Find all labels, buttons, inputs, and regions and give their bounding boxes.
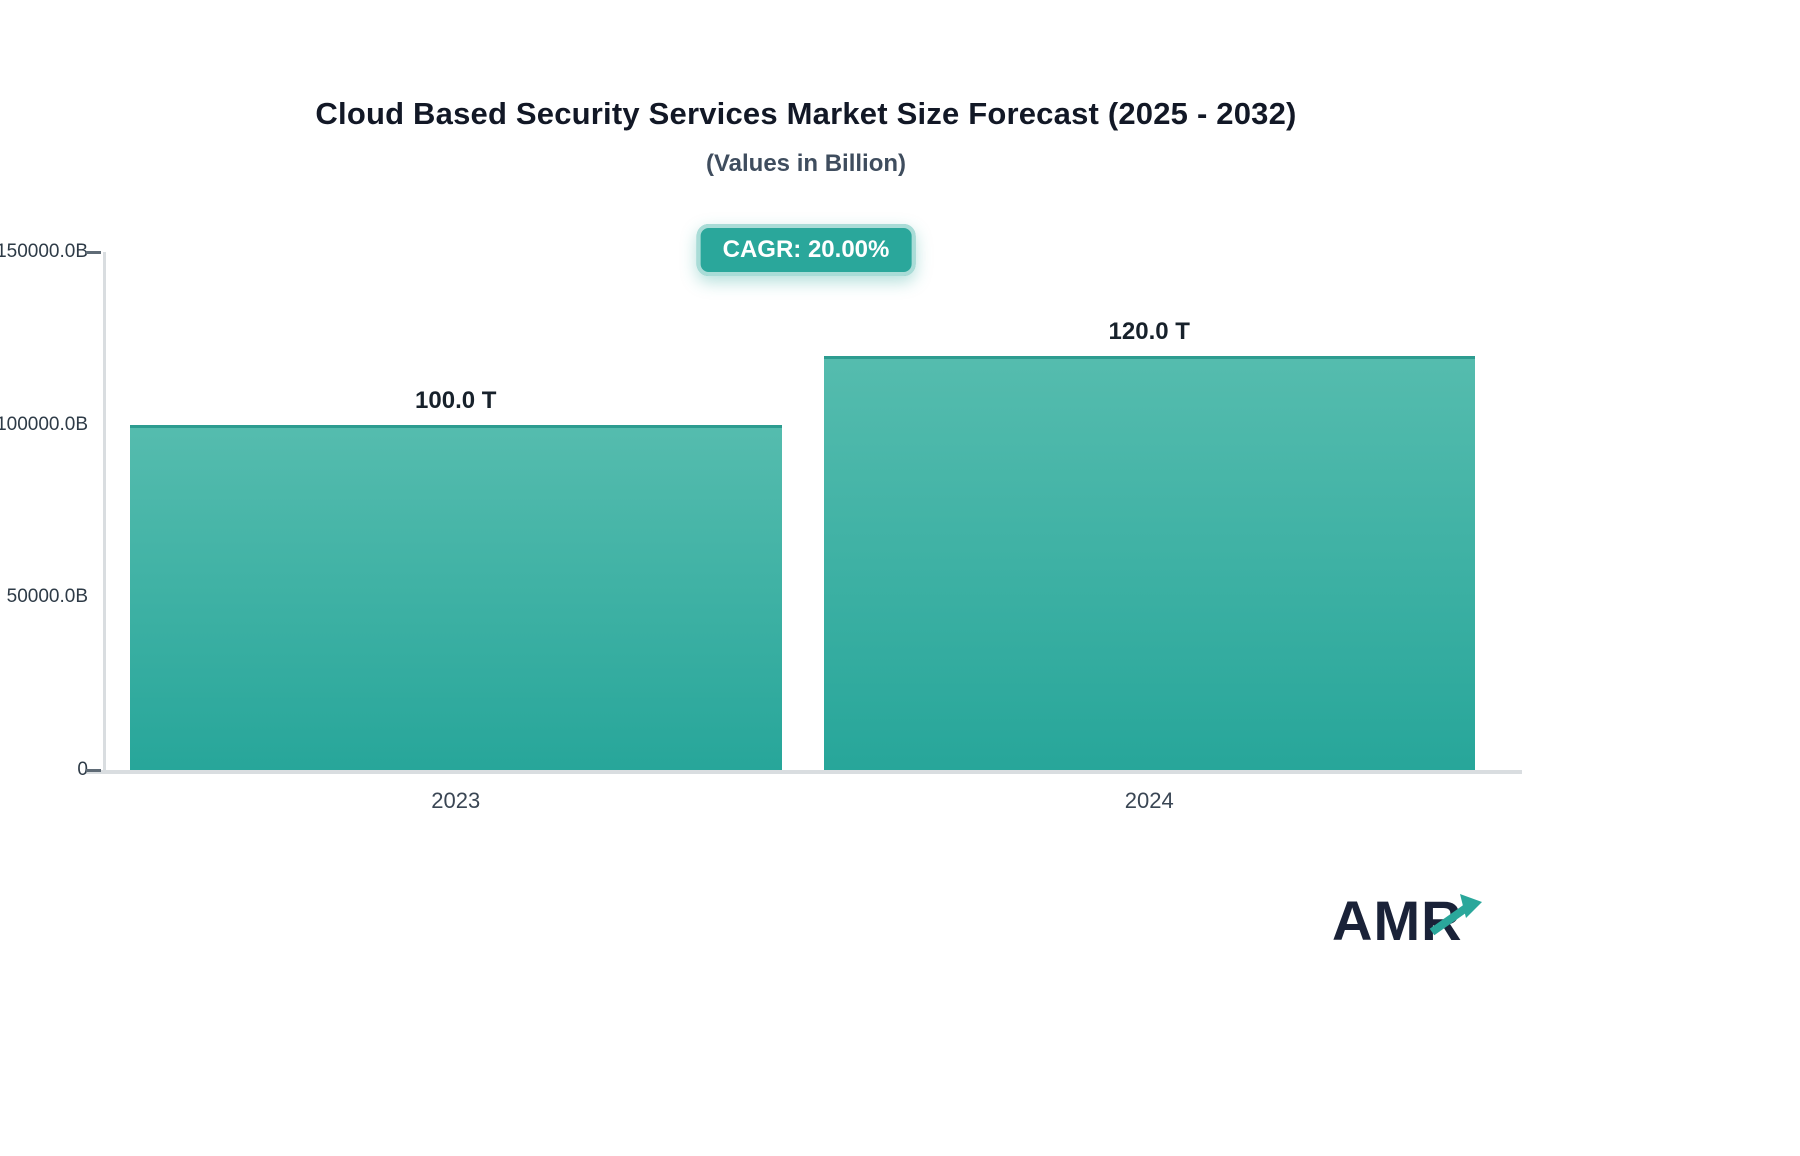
y-tick-label: 150000.0B [0,241,88,262]
amr-logo: AMR [1332,888,1502,968]
y-tick-label: 0 [77,759,88,780]
chart-subtitle: (Values in Billion) [705,150,907,177]
bar-2024 [823,355,1475,770]
amr-logo-arrow-icon [1429,894,1482,936]
y-tick-mark [86,769,101,772]
x-tick-label: 2023 [431,788,481,813]
amr-logo-text: AMR [1332,889,1463,952]
bar-value-label: 120.0 T [1108,317,1190,345]
y-tick-mark [86,251,101,254]
y-tick-label: 100000.0B [0,413,88,435]
chart-header: Cloud Based Security Services Market Siz… [0,0,1612,300]
x-axis-line [85,770,1522,774]
y-axis-line [103,252,106,772]
bar-2023 [130,424,782,770]
y-tick-label: 50000.0B [6,586,88,608]
cagr-badge: CAGR: 20.00% [696,224,916,276]
bar-value-label: 100.0 T [415,386,497,414]
chart-title: Cloud Based Security Services Market Siz… [315,96,1297,131]
cagr-label: CAGR: 20.00% [722,236,890,263]
x-tick-label: 2024 [1124,788,1174,813]
